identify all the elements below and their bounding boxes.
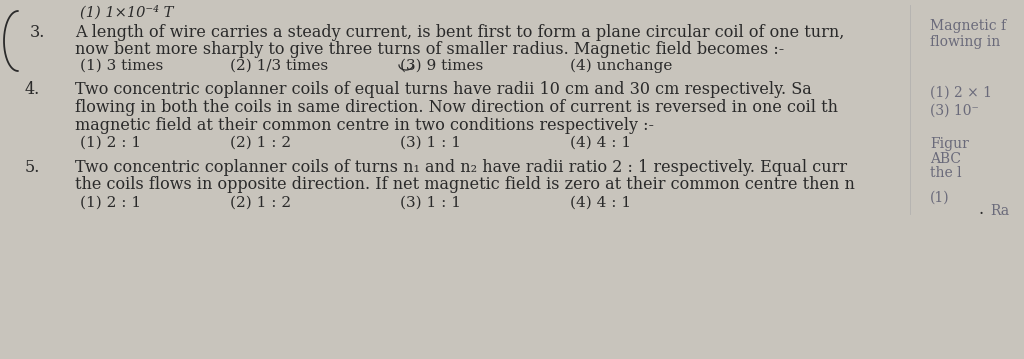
Text: (3) 1 : 1: (3) 1 : 1 — [400, 196, 461, 210]
Text: .: . — [978, 201, 983, 218]
Text: now bent more sharply to give three turns of smaller radius. Magnetic field beco: now bent more sharply to give three turn… — [75, 41, 784, 58]
Text: the l: the l — [930, 166, 962, 180]
Text: 3.: 3. — [30, 24, 45, 41]
Text: flowing in both the coils in same direction. Now direction of current is reverse: flowing in both the coils in same direct… — [75, 99, 838, 116]
Text: Two concentric coplanner coils of turns n₁ and n₂ have radii ratio 2 : 1 respect: Two concentric coplanner coils of turns … — [75, 159, 847, 176]
Text: (4) 4 : 1: (4) 4 : 1 — [570, 136, 631, 150]
Text: (2) 1 : 2: (2) 1 : 2 — [230, 196, 291, 210]
Text: (2) 1/3 times: (2) 1/3 times — [230, 59, 328, 73]
Text: (1) 3 times: (1) 3 times — [80, 59, 163, 73]
Text: (1) 2 × 1: (1) 2 × 1 — [930, 86, 992, 100]
Text: (2) 1 : 2: (2) 1 : 2 — [230, 136, 291, 150]
Text: 5.: 5. — [25, 159, 40, 176]
Text: (4) unchange: (4) unchange — [570, 59, 673, 73]
Text: Figur: Figur — [930, 137, 969, 151]
Text: (1) 2 : 1: (1) 2 : 1 — [80, 196, 141, 210]
Text: magnetic field at their common centre in two conditions respectively :-: magnetic field at their common centre in… — [75, 117, 654, 134]
Text: A length of wire carries a steady current, is bent first to form a plane circula: A length of wire carries a steady curren… — [75, 24, 845, 41]
Text: (1) 2 : 1: (1) 2 : 1 — [80, 136, 141, 150]
Text: 4.: 4. — [25, 81, 40, 98]
Text: Ra: Ra — [990, 204, 1009, 218]
Text: Two concentric coplanner coils of equal turns have radii 10 cm and 30 cm respect: Two concentric coplanner coils of equal … — [75, 81, 812, 98]
Text: (3) 9 times: (3) 9 times — [400, 59, 483, 73]
Text: flowing in: flowing in — [930, 35, 1000, 49]
Text: (3) 10⁻: (3) 10⁻ — [930, 104, 979, 118]
Text: ABC: ABC — [930, 152, 961, 166]
Text: (1) 1×10⁻⁴ T: (1) 1×10⁻⁴ T — [80, 5, 173, 19]
Text: the coils flows in opposite direction. If net magnetic field is zero at their co: the coils flows in opposite direction. I… — [75, 176, 855, 193]
Text: (1): (1) — [930, 191, 949, 205]
Text: Magnetic f: Magnetic f — [930, 19, 1007, 33]
Text: (3) 1 : 1: (3) 1 : 1 — [400, 136, 461, 150]
Text: (4) 4 : 1: (4) 4 : 1 — [570, 196, 631, 210]
